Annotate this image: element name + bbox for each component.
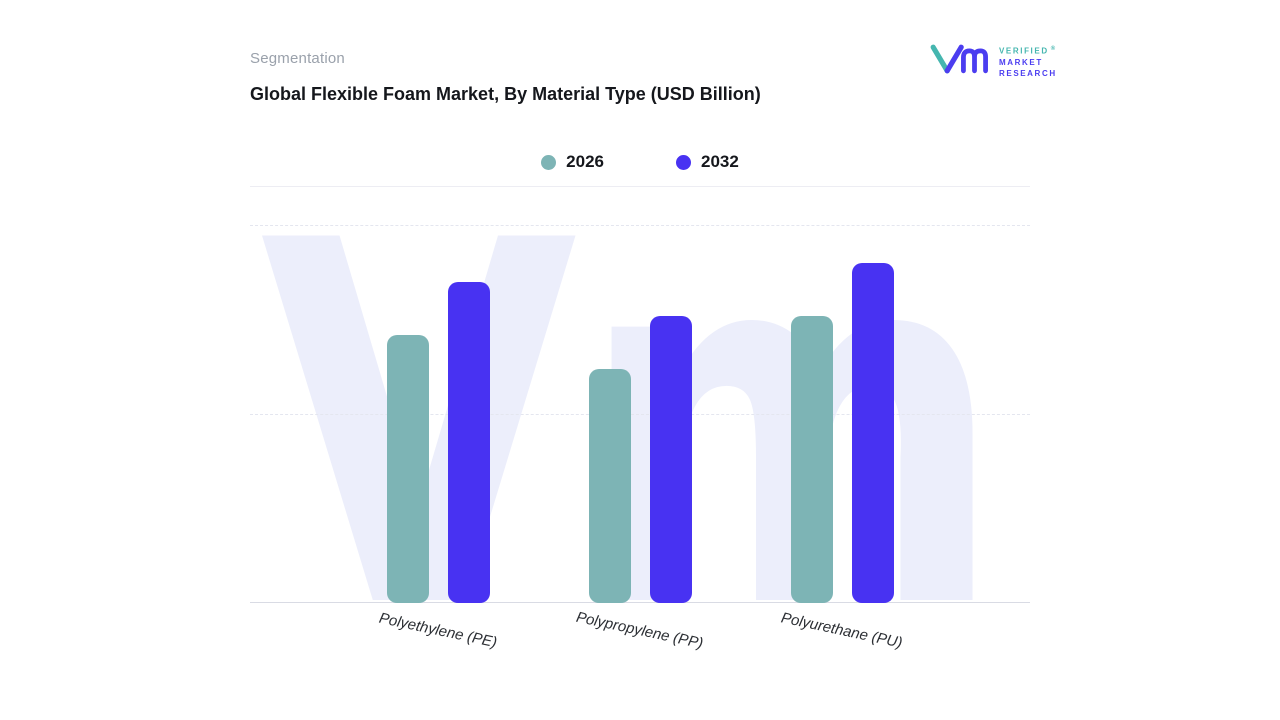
legend: 2026 2032 <box>250 146 1030 178</box>
bar-2026-Polyurethane (PU)[interactable] <box>790 316 833 603</box>
bars-container <box>250 225 1030 603</box>
gridline-middle <box>250 414 1030 415</box>
bar-2026-Polyethylene (PE)[interactable] <box>386 335 429 603</box>
bar-group-Polyethylene (PE) <box>386 225 490 603</box>
x-label-slot: Polyethylene (PE) <box>378 610 499 652</box>
logo-line-research: RESEARCH <box>999 68 1057 78</box>
legend-item-2026[interactable]: 2026 <box>541 152 604 172</box>
logo-line-market: MARKET <box>999 57 1043 67</box>
bar-2032-Polypropylene (PP)[interactable] <box>649 316 692 603</box>
bar-2032-Polyethylene (PE)[interactable] <box>447 282 490 603</box>
gridline-top <box>250 225 1030 226</box>
x-axis-label-Polyethylene (PE): Polyethylene (PE) <box>377 609 499 652</box>
legend-divider <box>250 186 1030 187</box>
plot-area: Vm <box>250 210 1030 630</box>
x-axis-line <box>250 602 1030 603</box>
vmr-logo-text: VERIFIED ® MARKET RESEARCH <box>999 44 1057 79</box>
legend-label: 2032 <box>701 152 739 171</box>
bar-2026-Polypropylene (PP)[interactable] <box>588 369 631 603</box>
legend-item-2032[interactable]: 2032 <box>676 152 739 172</box>
chart-title: Global Flexible Foam Market, By Material… <box>250 84 761 104</box>
logo-line-verified: VERIFIED ® <box>999 46 1057 56</box>
x-axis-labels: Polyethylene (PE) Polypropylene (PP) Polyu… <box>250 609 1030 652</box>
vmr-logo: VERIFIED ® MARKET RESEARCH <box>928 38 1057 85</box>
x-label-slot: Polyurethane (PU) <box>780 609 904 651</box>
segmentation-label: Segmentation <box>250 50 345 67</box>
bar-group-Polyurethane (PU) <box>790 225 894 603</box>
x-axis-label-Polyurethane (PU): Polyurethane (PU) <box>779 609 905 652</box>
legend-dot <box>676 154 691 170</box>
x-axis-label-Polypropylene (PP): Polypropylene (PP) <box>575 608 705 653</box>
vmr-monogram-icon <box>928 38 990 85</box>
bar-2032-Polyurethane (PU)[interactable] <box>851 263 894 603</box>
legend-dot <box>541 154 557 170</box>
x-label-slot: Polypropylene (PP) <box>575 609 705 652</box>
registered-mark: ® <box>1050 46 1057 53</box>
bar-group-Polypropylene (PP) <box>588 225 692 603</box>
legend-label: 2026 <box>566 152 604 171</box>
